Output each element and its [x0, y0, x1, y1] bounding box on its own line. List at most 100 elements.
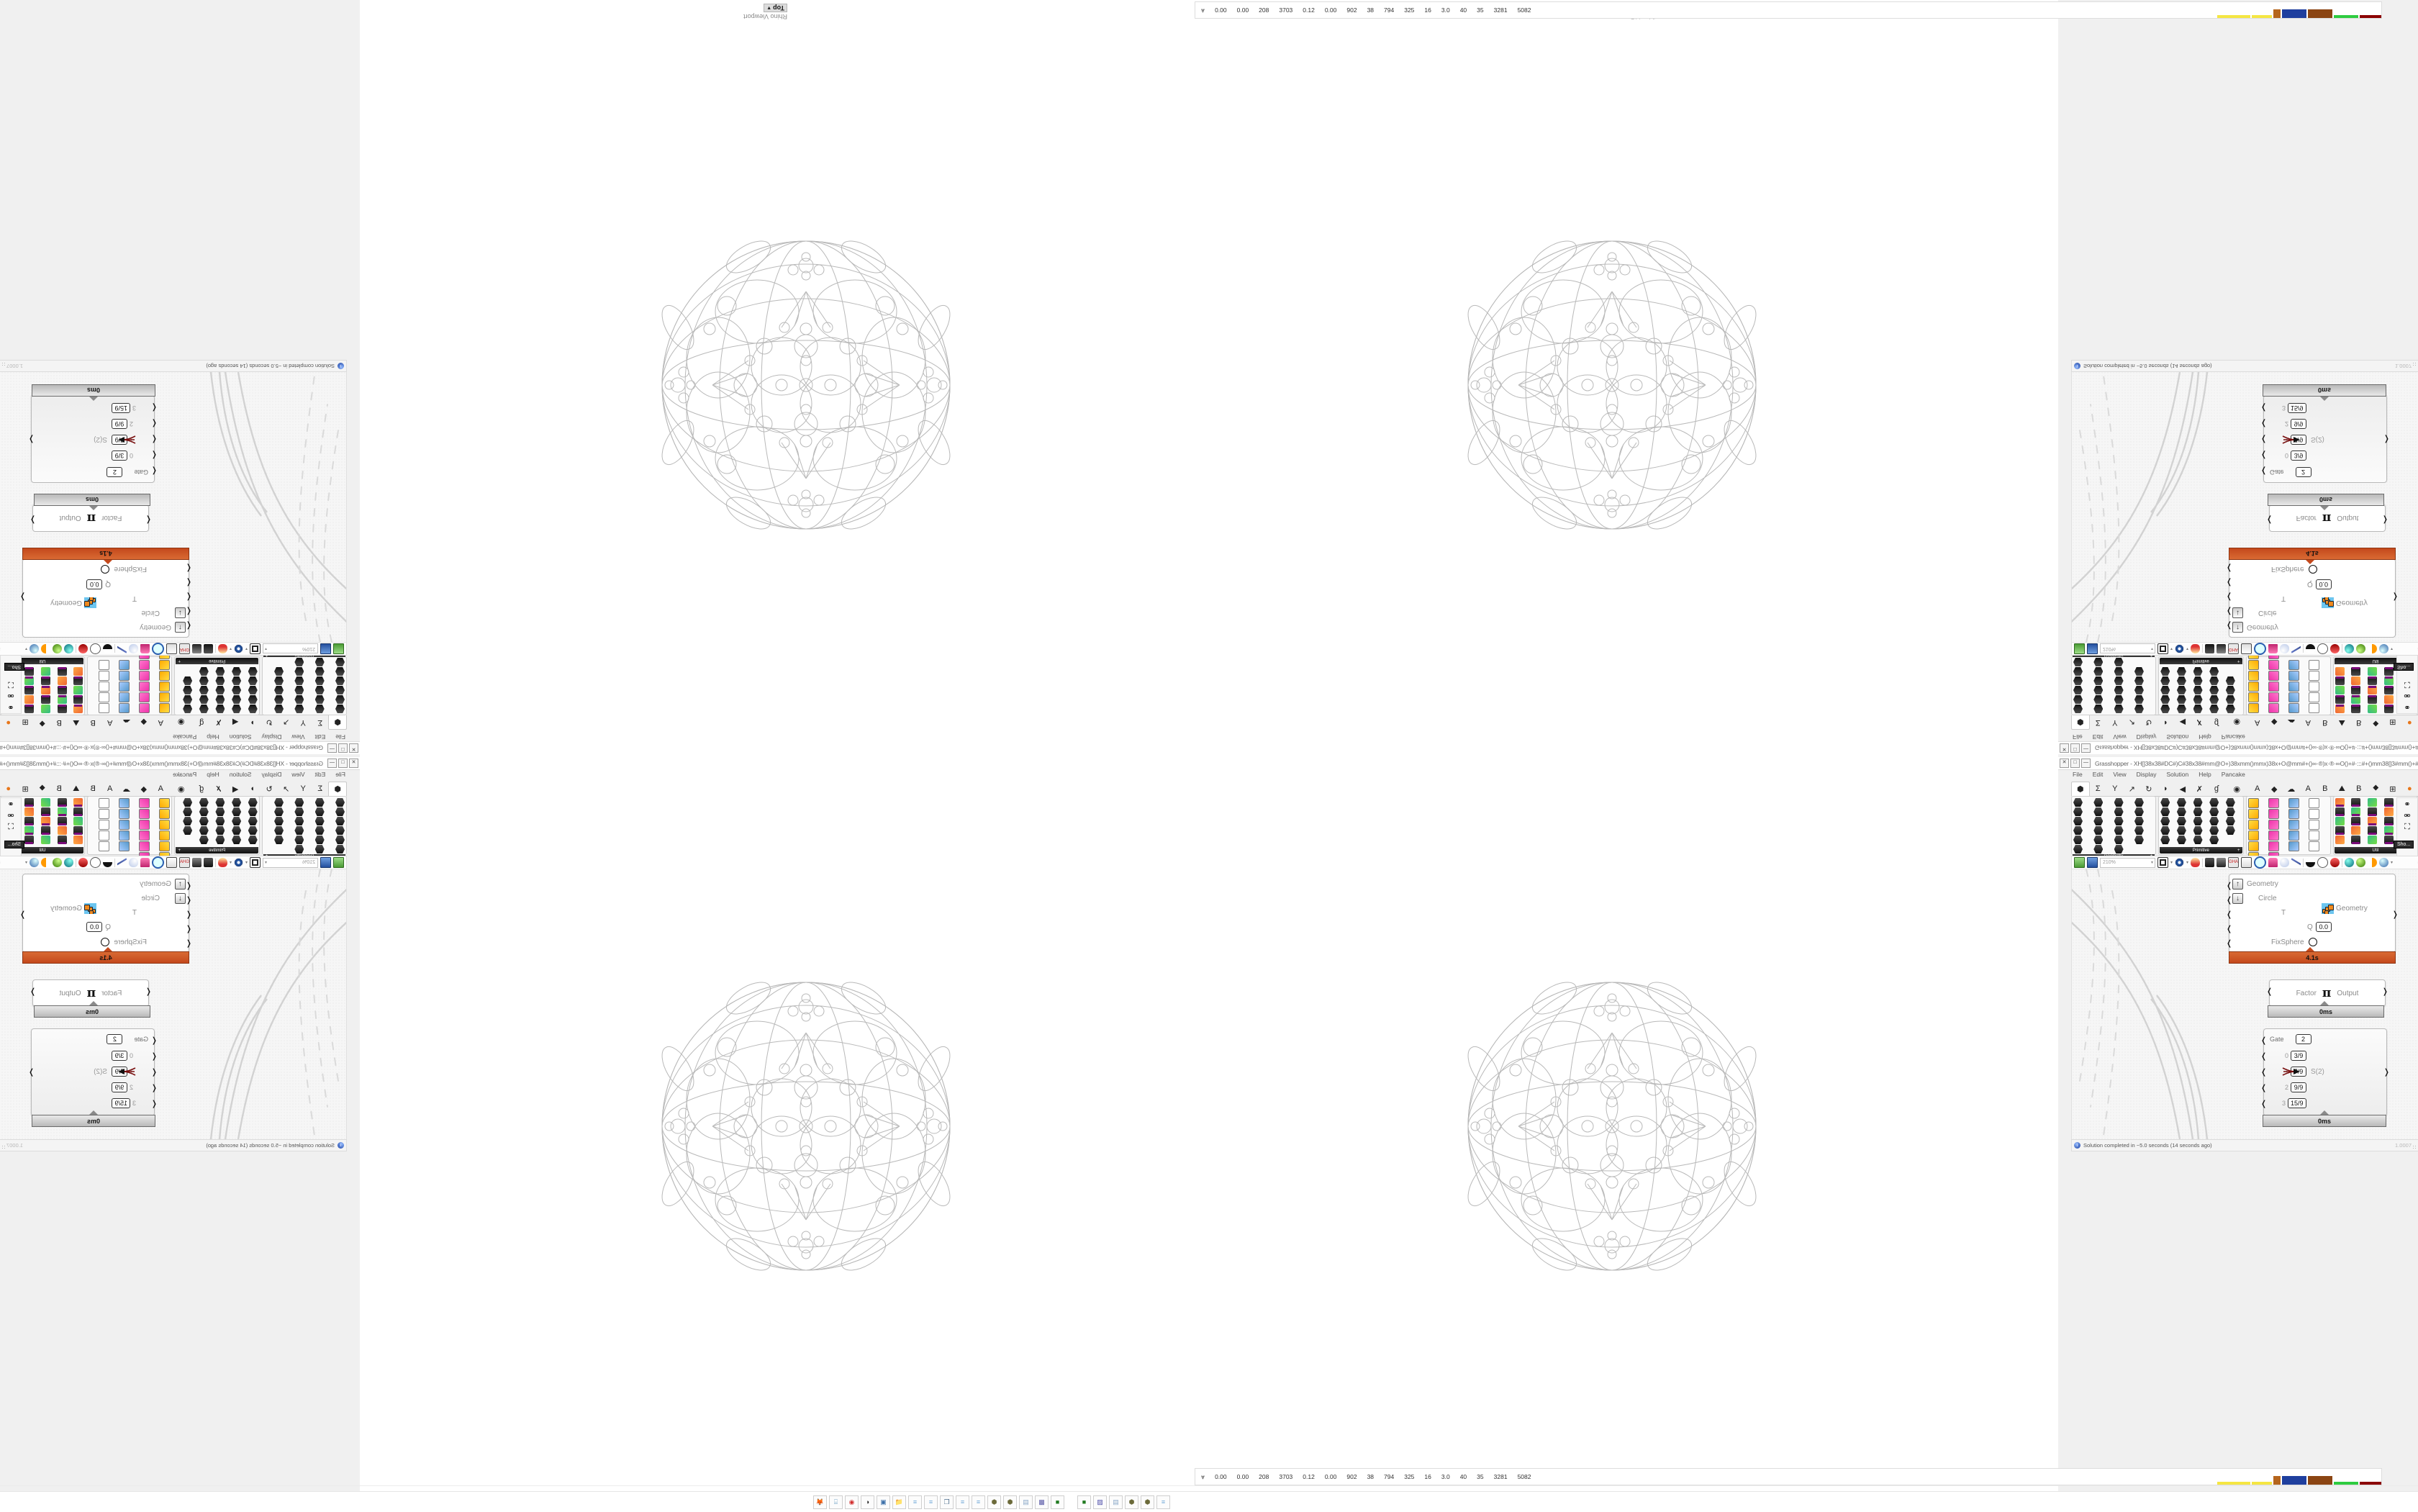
input-port[interactable]: ❬: [150, 403, 158, 412]
component-icon[interactable]: [139, 830, 150, 841]
a-tab[interactable]: A: [2255, 784, 2260, 793]
maths-tab[interactable]: Σ: [2095, 718, 2101, 727]
component-icon[interactable]: [183, 826, 192, 835]
component-icon[interactable]: [98, 660, 109, 670]
component-icon[interactable]: [2177, 686, 2186, 694]
component-icon[interactable]: [2288, 798, 2300, 808]
vector-tab[interactable]: ↗: [283, 717, 290, 727]
component-icon[interactable]: [40, 667, 50, 676]
component-icon[interactable]: [315, 686, 325, 694]
component-icon[interactable]: [2247, 671, 2259, 681]
component-icon[interactable]: [335, 705, 345, 713]
component-icon[interactable]: [2160, 667, 2170, 676]
input-port[interactable]: ❬: [150, 1052, 158, 1061]
component-icon[interactable]: [2073, 705, 2083, 713]
close-icon[interactable]: ✕: [2060, 743, 2069, 753]
component-icon[interactable]: [2309, 660, 2320, 670]
a-tab[interactable]: A: [158, 784, 163, 793]
component-icon[interactable]: [2383, 695, 2394, 704]
image-tab[interactable]: ⛰: [2338, 718, 2345, 728]
component-icon[interactable]: [335, 658, 345, 666]
zoom-level-input[interactable]: 210% ▾: [2100, 643, 2155, 654]
q-value-input[interactable]: 0.0: [86, 922, 103, 932]
balloon-icon[interactable]: [128, 644, 138, 653]
ribbon-panel-label[interactable]: Primitive +: [176, 658, 258, 664]
component-icon[interactable]: [2093, 817, 2104, 825]
component-icon[interactable]: [2209, 695, 2219, 704]
component-icon[interactable]: [248, 836, 258, 844]
component-icon[interactable]: [2160, 807, 2170, 816]
intersect-tab[interactable]: ✗: [215, 717, 222, 727]
monitor-icon[interactable]: ⛶: [8, 823, 14, 831]
component-icon[interactable]: [24, 817, 35, 825]
fixsphere-timebar[interactable]: 4.1s: [22, 951, 189, 964]
sets-tab[interactable]: Υ: [300, 718, 306, 727]
component-icon[interactable]: [57, 836, 67, 844]
component-icon[interactable]: [159, 841, 171, 851]
component-icon[interactable]: [2288, 660, 2300, 670]
component-icon[interactable]: [2209, 836, 2219, 844]
component-icon[interactable]: [2351, 807, 2361, 816]
component-icon[interactable]: [98, 703, 109, 713]
component-icon[interactable]: [2225, 798, 2235, 807]
component-icon[interactable]: [118, 671, 130, 681]
component-icon[interactable]: [2073, 658, 2083, 666]
component-icon[interactable]: [2335, 807, 2345, 816]
component-icon[interactable]: [2177, 695, 2186, 704]
chevron-down-icon[interactable]: ▾: [245, 646, 248, 651]
component-icon[interactable]: [159, 809, 171, 819]
component-icon[interactable]: [2309, 703, 2320, 713]
search-icon[interactable]: [151, 643, 164, 655]
component-icon[interactable]: [73, 807, 83, 816]
component-icon[interactable]: [118, 809, 130, 819]
component-icon[interactable]: [24, 798, 35, 807]
component-icon[interactable]: [2160, 676, 2170, 685]
component-icon[interactable]: [2226, 676, 2235, 685]
component-icon[interactable]: [274, 686, 284, 694]
component-icon[interactable]: [294, 667, 304, 676]
profiler-icon[interactable]: [203, 644, 213, 653]
chevron-down-icon[interactable]: ▾: [2186, 646, 2189, 651]
resize-grip[interactable]: [1, 1145, 6, 1150]
menu-edit[interactable]: Edit: [314, 771, 326, 778]
chevron-down-icon[interactable]: ▾: [229, 861, 232, 865]
component-icon[interactable]: [232, 667, 241, 676]
component-icon[interactable]: [335, 686, 345, 694]
notepad-icon[interactable]: ≡: [972, 1495, 985, 1509]
component-icon[interactable]: [118, 692, 130, 702]
component-icon[interactable]: [57, 798, 67, 807]
component-icon[interactable]: [98, 692, 109, 702]
component-icon[interactable]: [73, 798, 83, 807]
component-icon[interactable]: [294, 798, 304, 807]
component-icon[interactable]: [2288, 830, 2300, 841]
input-port[interactable]: ❬: [150, 1036, 158, 1045]
component-icon[interactable]: [2247, 660, 2259, 670]
component-icon[interactable]: [232, 836, 241, 844]
input-port[interactable]: ❬: [185, 882, 192, 890]
sets-tab[interactable]: Υ: [300, 784, 306, 793]
output-port[interactable]: ❭: [2381, 987, 2388, 996]
component-icon[interactable]: [2351, 695, 2361, 704]
component-icon[interactable]: [139, 660, 150, 670]
component-icon[interactable]: [73, 667, 83, 676]
component-icon[interactable]: [315, 667, 325, 676]
intersect-tab[interactable]: ✗: [2196, 717, 2203, 727]
display-tab[interactable]: ◉: [177, 717, 185, 727]
ribbon-panel-label[interactable]: Primitive +: [2160, 658, 2242, 664]
bake-flame-icon[interactable]: [2191, 858, 2201, 867]
input-port[interactable]: ❬: [150, 451, 158, 459]
mesh-green-icon[interactable]: [2356, 644, 2366, 653]
component-icon[interactable]: [2335, 826, 2345, 835]
component-icon[interactable]: [118, 820, 130, 830]
curve-tab[interactable]: ↻: [2145, 784, 2152, 794]
arrow-up-icon[interactable]: ↑: [175, 622, 186, 633]
component-icon[interactable]: [232, 695, 241, 704]
component-icon[interactable]: [2134, 798, 2144, 807]
component-icon[interactable]: [40, 676, 50, 685]
chevron-down-icon[interactable]: ▾: [2391, 861, 2394, 865]
component-icon[interactable]: [40, 836, 50, 844]
preview-eye-icon[interactable]: [233, 644, 243, 653]
component-icon[interactable]: [2209, 705, 2219, 713]
input-port[interactable]: ❬: [2260, 1068, 2268, 1077]
bake-flame-icon[interactable]: [217, 644, 227, 653]
